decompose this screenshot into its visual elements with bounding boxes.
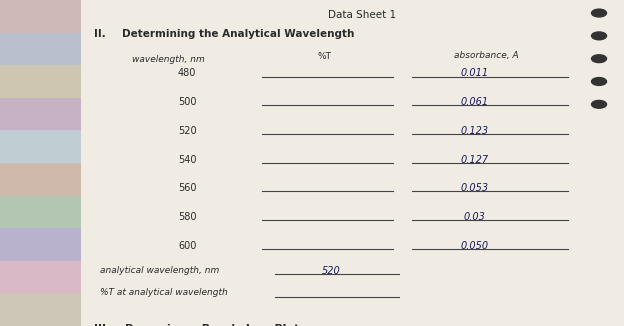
Text: Data Sheet 1: Data Sheet 1 — [328, 10, 396, 20]
Text: 480: 480 — [178, 68, 197, 79]
Circle shape — [592, 100, 607, 108]
Bar — [0, 293, 81, 326]
Text: analytical wavelength, nm: analytical wavelength, nm — [100, 266, 219, 275]
Text: II.: II. — [94, 29, 105, 39]
Bar — [0, 163, 81, 196]
Text: Determining the Analytical Wavelength: Determining the Analytical Wavelength — [122, 29, 354, 39]
Text: Preparing a Beer’s Law Plot: Preparing a Beer’s Law Plot — [125, 324, 299, 326]
Text: absorbance, A: absorbance, A — [454, 51, 519, 60]
Circle shape — [592, 78, 607, 85]
Text: %T at analytical wavelength: %T at analytical wavelength — [100, 289, 228, 297]
Bar — [81, 0, 624, 326]
Bar — [0, 33, 81, 65]
Polygon shape — [81, 0, 100, 326]
Circle shape — [592, 9, 607, 17]
Text: %T: %T — [318, 52, 331, 61]
Bar — [0, 196, 81, 228]
Bar — [0, 228, 81, 261]
Bar — [0, 0, 81, 33]
Text: 600: 600 — [178, 241, 197, 251]
Bar — [0, 65, 81, 98]
Bar — [0, 98, 81, 130]
Text: 540: 540 — [178, 155, 197, 165]
Circle shape — [592, 32, 607, 40]
Text: 560: 560 — [178, 183, 197, 193]
Text: 0.053: 0.053 — [460, 183, 489, 193]
Text: 520: 520 — [321, 266, 340, 276]
Text: III.: III. — [94, 324, 110, 326]
Text: 580: 580 — [178, 212, 197, 222]
Text: 0.123: 0.123 — [460, 126, 489, 136]
Text: 500: 500 — [178, 97, 197, 107]
Bar — [0, 130, 81, 163]
Text: 0.061: 0.061 — [460, 97, 489, 107]
Bar — [0, 261, 81, 293]
Text: 0.127: 0.127 — [460, 155, 489, 165]
Circle shape — [592, 55, 607, 63]
Text: 520: 520 — [178, 126, 197, 136]
Text: 0.011: 0.011 — [460, 68, 489, 79]
Text: wavelength, nm: wavelength, nm — [132, 55, 205, 65]
Text: 0.050: 0.050 — [460, 241, 489, 251]
Text: 0.03: 0.03 — [463, 212, 485, 222]
